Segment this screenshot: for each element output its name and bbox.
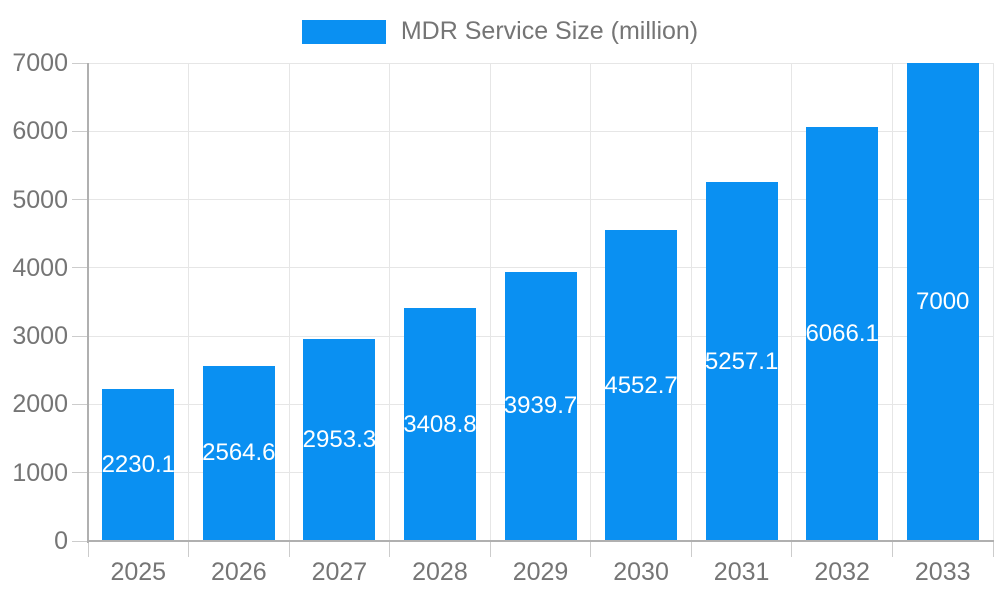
y-tick bbox=[72, 540, 88, 542]
x-tick-label: 2027 bbox=[311, 558, 368, 586]
bar bbox=[202, 365, 275, 541]
x-tick bbox=[188, 541, 190, 557]
y-tick-label: 6000 bbox=[12, 117, 68, 146]
bar-value-label: 5257.1 bbox=[704, 347, 779, 375]
x-gridline bbox=[489, 63, 491, 541]
x-tick-label: 2025 bbox=[110, 558, 167, 586]
legend-swatch-icon bbox=[301, 19, 386, 44]
y-gridline bbox=[88, 130, 993, 132]
y-axis-line bbox=[87, 63, 89, 543]
x-gridline bbox=[690, 63, 692, 541]
y-tick bbox=[72, 472, 88, 474]
y-tick-label: 7000 bbox=[12, 49, 68, 77]
y-gridline bbox=[88, 199, 993, 201]
bar-value-label: 3939.7 bbox=[503, 392, 578, 420]
x-gridline bbox=[590, 63, 592, 541]
y-tick bbox=[72, 130, 88, 132]
bar bbox=[403, 308, 476, 541]
x-tick-label: 2030 bbox=[613, 558, 669, 586]
bar-value-label: 2564.6 bbox=[202, 439, 276, 467]
y-tick-label: 4000 bbox=[12, 253, 68, 282]
x-tick-label: 2029 bbox=[512, 558, 569, 586]
x-tick bbox=[288, 541, 290, 557]
x-tick bbox=[690, 541, 692, 557]
bar bbox=[705, 182, 778, 541]
x-tick bbox=[791, 541, 793, 557]
bar bbox=[102, 388, 175, 541]
bar bbox=[806, 126, 879, 541]
bar bbox=[906, 63, 979, 541]
x-tick-label: 2028 bbox=[412, 558, 468, 586]
y-tick-label: 1000 bbox=[12, 458, 68, 487]
x-tick-label: 2032 bbox=[814, 558, 870, 586]
bar-value-label: 2953.3 bbox=[302, 426, 377, 454]
x-tick-label: 2026 bbox=[211, 558, 267, 586]
bar-value-label: 3408.8 bbox=[403, 410, 477, 438]
x-tick bbox=[389, 541, 391, 557]
x-tick-label: 2033 bbox=[914, 558, 971, 586]
bar bbox=[504, 271, 577, 541]
y-tick bbox=[72, 267, 88, 269]
x-gridline bbox=[992, 63, 994, 541]
y-tick-label: 5000 bbox=[12, 185, 68, 214]
x-tick bbox=[489, 541, 491, 557]
bar-value-label: 7000 bbox=[916, 288, 970, 315]
y-tick bbox=[72, 199, 88, 201]
bar bbox=[605, 230, 678, 541]
y-tick-label: 2000 bbox=[12, 390, 68, 419]
x-gridline bbox=[188, 63, 190, 541]
bar bbox=[303, 339, 376, 541]
chart-legend: MDR Service Size (million) bbox=[0, 17, 1000, 46]
x-gridline bbox=[288, 63, 290, 541]
x-tick bbox=[992, 541, 994, 557]
x-tick bbox=[891, 541, 893, 557]
bar-value-label: 4552.7 bbox=[604, 371, 678, 399]
y-tick bbox=[72, 335, 88, 337]
legend-label: MDR Service Size (million) bbox=[400, 17, 699, 45]
x-tick bbox=[87, 541, 89, 557]
bar-value-label: 6066.1 bbox=[805, 319, 879, 347]
y-tick bbox=[72, 62, 88, 64]
x-tick bbox=[590, 541, 592, 557]
y-tick-label: 3000 bbox=[12, 322, 68, 351]
y-tick bbox=[72, 403, 88, 405]
bar-value-label: 2230.1 bbox=[101, 450, 175, 478]
y-tick-label: 0 bbox=[54, 527, 68, 555]
x-axis-line bbox=[87, 540, 994, 542]
x-gridline bbox=[389, 63, 391, 541]
x-gridline bbox=[891, 63, 893, 541]
x-gridline bbox=[791, 63, 793, 541]
x-tick-label: 2031 bbox=[713, 558, 770, 586]
y-gridline bbox=[88, 62, 993, 64]
y-gridline bbox=[88, 267, 993, 269]
